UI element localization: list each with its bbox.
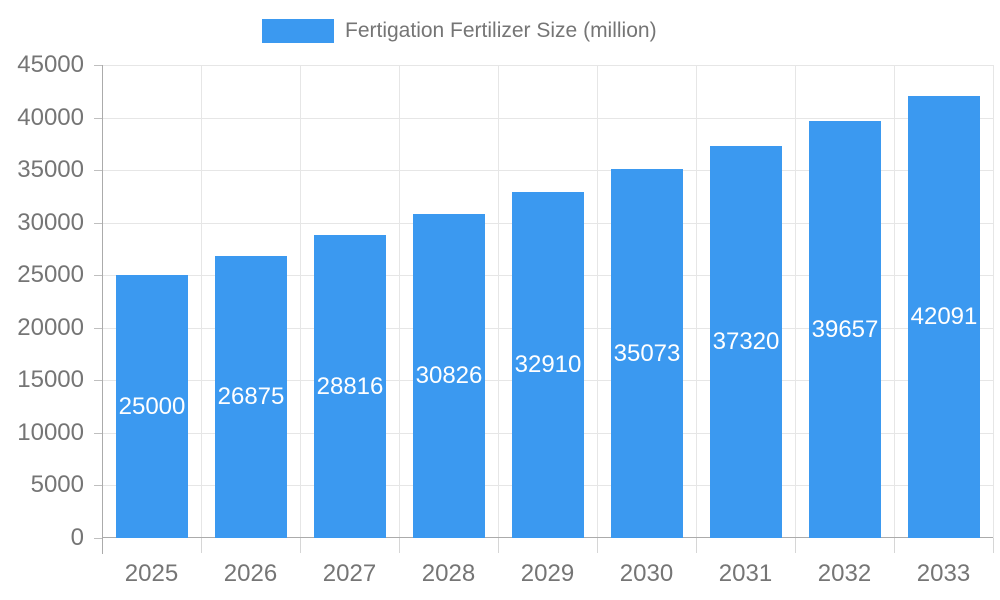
y-axis-tick — [94, 117, 102, 119]
bar-value-label: 42091 — [910, 303, 978, 330]
bar-value-label: 32910 — [514, 351, 582, 378]
bar-2026[interactable]: 26875 — [215, 256, 287, 538]
y-axis-line — [102, 65, 103, 554]
x-axis-tick — [300, 538, 301, 553]
bar-2027[interactable]: 28816 — [314, 235, 386, 538]
y-axis-label: 25000 — [17, 261, 84, 289]
bar-value-label: 39657 — [811, 315, 879, 343]
bar-value-label: 28816 — [316, 372, 384, 400]
bar-value-label: 30826 — [415, 362, 483, 389]
x-axis-tick — [399, 538, 400, 553]
bar-2033[interactable]: 42091 — [908, 96, 980, 538]
bar-2029[interactable]: 32910 — [512, 192, 584, 538]
bar-2028[interactable]: 30826 — [413, 214, 485, 538]
bar-value-label: 26875 — [217, 383, 285, 410]
y-axis-tick — [94, 380, 102, 382]
gridline-vertical — [201, 65, 202, 538]
plot-area: 25000 26875 28816 30826 32910 35073 37320 39657… — [102, 65, 994, 538]
x-axis-label: 2027 — [322, 560, 377, 587]
y-axis-label: 45000 — [17, 51, 84, 78]
y-axis-tick — [94, 65, 102, 66]
x-axis-tick — [894, 538, 895, 553]
bar-2032[interactable]: 39657 — [809, 121, 881, 538]
x-axis-label: 2033 — [916, 560, 971, 587]
x-axis-label: 2025 — [124, 560, 179, 587]
bar-value-label: 35073 — [613, 339, 681, 367]
bar-value-label: 25000 — [118, 392, 186, 420]
gridline-vertical — [894, 65, 895, 538]
x-axis-label: 2029 — [520, 560, 575, 587]
gridline-horizontal — [102, 170, 993, 172]
x-axis-tick — [993, 538, 994, 553]
bar-2030[interactable]: 35073 — [611, 169, 683, 538]
y-axis-label: 15000 — [17, 366, 84, 394]
x-axis-label: 2032 — [817, 560, 872, 587]
gridline-horizontal — [102, 65, 993, 66]
y-axis-label: 20000 — [17, 313, 84, 341]
y-axis-tick — [94, 432, 102, 434]
gridline-vertical — [399, 65, 400, 538]
x-axis-label: 2026 — [223, 560, 278, 587]
gridline-vertical — [696, 65, 697, 538]
bar-2025[interactable]: 25000 — [116, 275, 188, 538]
legend-swatch-icon — [262, 19, 334, 43]
y-axis-tick — [94, 538, 102, 539]
x-axis-tick — [201, 538, 202, 553]
y-axis-tick — [94, 222, 102, 224]
gridline-vertical — [498, 65, 499, 538]
legend[interactable]: Fertigation Fertilizer Size (million) — [262, 19, 657, 43]
y-axis-label: 10000 — [17, 418, 84, 446]
gridline-horizontal — [102, 117, 993, 119]
x-axis-tick — [795, 538, 796, 553]
x-axis-label: 2028 — [421, 560, 476, 587]
gridline-vertical — [597, 65, 598, 538]
x-axis-label: 2031 — [718, 560, 773, 587]
bar-value-label: 37320 — [712, 328, 780, 355]
y-axis-label: 40000 — [17, 103, 84, 131]
y-axis-label: 30000 — [17, 208, 84, 236]
x-axis-tick — [696, 538, 697, 553]
bar-2031[interactable]: 37320 — [710, 146, 782, 538]
x-axis-tick — [597, 538, 598, 553]
y-axis-tick — [94, 275, 102, 277]
y-axis-tick — [94, 485, 102, 487]
y-axis-label: 5000 — [30, 471, 84, 499]
y-axis-tick — [94, 327, 102, 329]
x-axis-tick — [498, 538, 499, 553]
x-axis-label: 2030 — [619, 560, 674, 587]
legend-label: Fertigation Fertilizer Size (million) — [345, 19, 657, 42]
gridline-vertical — [993, 65, 994, 538]
gridline-vertical — [795, 65, 796, 538]
y-axis-label: 0 — [70, 524, 84, 551]
y-axis-label: 35000 — [17, 156, 84, 184]
y-axis-tick — [94, 170, 102, 172]
gridline-vertical — [300, 65, 301, 538]
